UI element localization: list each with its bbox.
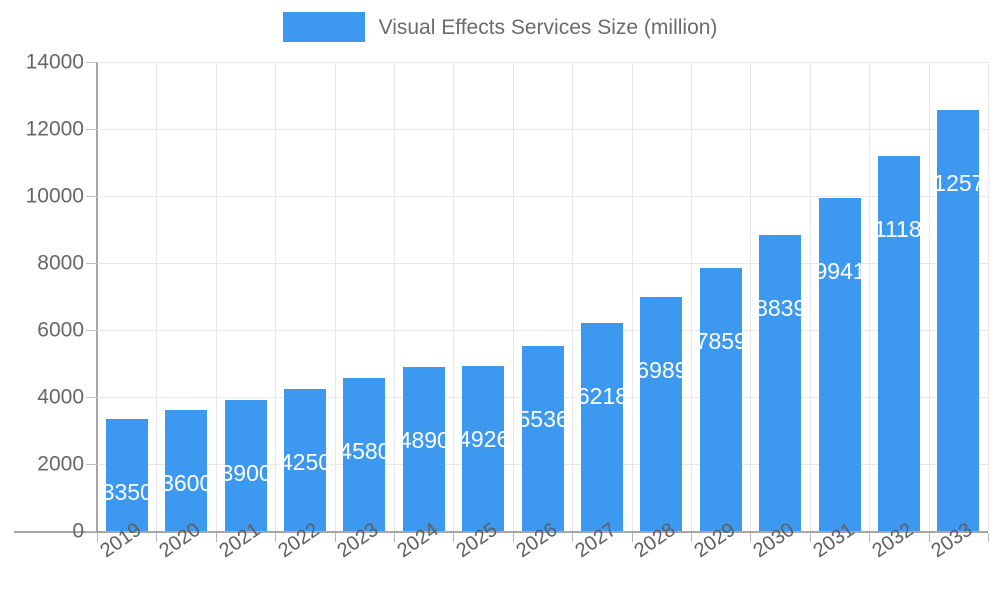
gridline-horizontal: [97, 62, 988, 63]
y-tick-mark: [86, 397, 96, 398]
x-tick-mark: [275, 533, 276, 542]
gridline-horizontal: [97, 196, 988, 197]
x-tick-mark: [453, 533, 454, 542]
gridline-vertical: [869, 62, 870, 531]
gridline-vertical: [394, 62, 395, 531]
bar[interactable]: [343, 377, 386, 531]
x-tick-mark: [988, 533, 989, 542]
y-tick-label: 8000: [37, 251, 84, 275]
x-axis-spine: [14, 531, 988, 533]
plot-area: 3350 3600 3900 4250 4580 4890 4926.8 5536 6218 69…: [97, 62, 997, 531]
gridline-vertical: [632, 62, 633, 531]
gridline-horizontal: [97, 129, 988, 130]
gridline-vertical: [513, 62, 514, 531]
y-tick-label: 12000: [25, 117, 84, 141]
y-tick-mark: [86, 263, 96, 264]
bar[interactable]: [877, 156, 920, 531]
gridline-vertical: [929, 62, 930, 531]
x-tick-mark: [869, 533, 870, 542]
x-tick-mark: [513, 533, 514, 542]
y-tick-label: 4000: [37, 385, 84, 409]
bar[interactable]: [818, 197, 861, 531]
x-tick-mark: [810, 533, 811, 542]
y-tick-mark: [86, 531, 96, 532]
bar[interactable]: [759, 234, 802, 531]
y-tick-mark: [86, 196, 96, 197]
bar[interactable]: [640, 296, 683, 531]
gridline-vertical: [216, 62, 217, 531]
gridline-vertical: [810, 62, 811, 531]
y-axis-spine: [96, 62, 98, 532]
gridline-horizontal: [97, 263, 988, 264]
x-tick-mark: [335, 533, 336, 542]
x-tick-mark: [394, 533, 395, 542]
legend-label[interactable]: Visual Effects Services Size (million): [378, 15, 718, 39]
bar[interactable]: [402, 367, 445, 531]
chart-legend: Visual Effects Services Size (million): [0, 12, 1000, 42]
x-tick-mark: [156, 533, 157, 542]
bar[interactable]: [937, 109, 980, 531]
bar[interactable]: [224, 400, 267, 531]
bar[interactable]: [462, 365, 505, 531]
y-tick-mark: [86, 464, 96, 465]
y-tick-label: 6000: [37, 318, 84, 342]
gridline-vertical: [572, 62, 573, 531]
x-tick-mark: [97, 533, 98, 542]
gridline-vertical: [453, 62, 454, 531]
y-tick-label: 2000: [37, 452, 84, 476]
bar[interactable]: [580, 322, 623, 531]
bar[interactable]: [521, 345, 564, 531]
gridline-vertical: [750, 62, 751, 531]
x-tick-mark: [691, 533, 692, 542]
gridline-horizontal: [97, 330, 988, 331]
x-tick-mark: [632, 533, 633, 542]
y-tick-label: 14000: [25, 50, 84, 74]
y-tick-mark: [86, 129, 96, 130]
y-tick-label: 0: [72, 519, 84, 543]
y-tick-mark: [86, 62, 96, 63]
bar[interactable]: [283, 388, 326, 531]
x-tick-mark: [929, 533, 930, 542]
y-tick-label: 10000: [25, 184, 84, 208]
bar[interactable]: [699, 267, 742, 531]
bar[interactable]: [165, 410, 208, 531]
gridline-vertical: [691, 62, 692, 531]
x-tick-mark: [750, 533, 751, 542]
gridline-vertical: [335, 62, 336, 531]
gridline-vertical: [988, 62, 989, 531]
legend-swatch-icon[interactable]: [282, 12, 365, 42]
gridline-vertical: [156, 62, 157, 531]
y-tick-mark: [86, 330, 96, 331]
bar[interactable]: [105, 418, 148, 531]
x-tick-mark: [216, 533, 217, 542]
x-tick-mark: [572, 533, 573, 542]
gridline-vertical: [275, 62, 276, 531]
